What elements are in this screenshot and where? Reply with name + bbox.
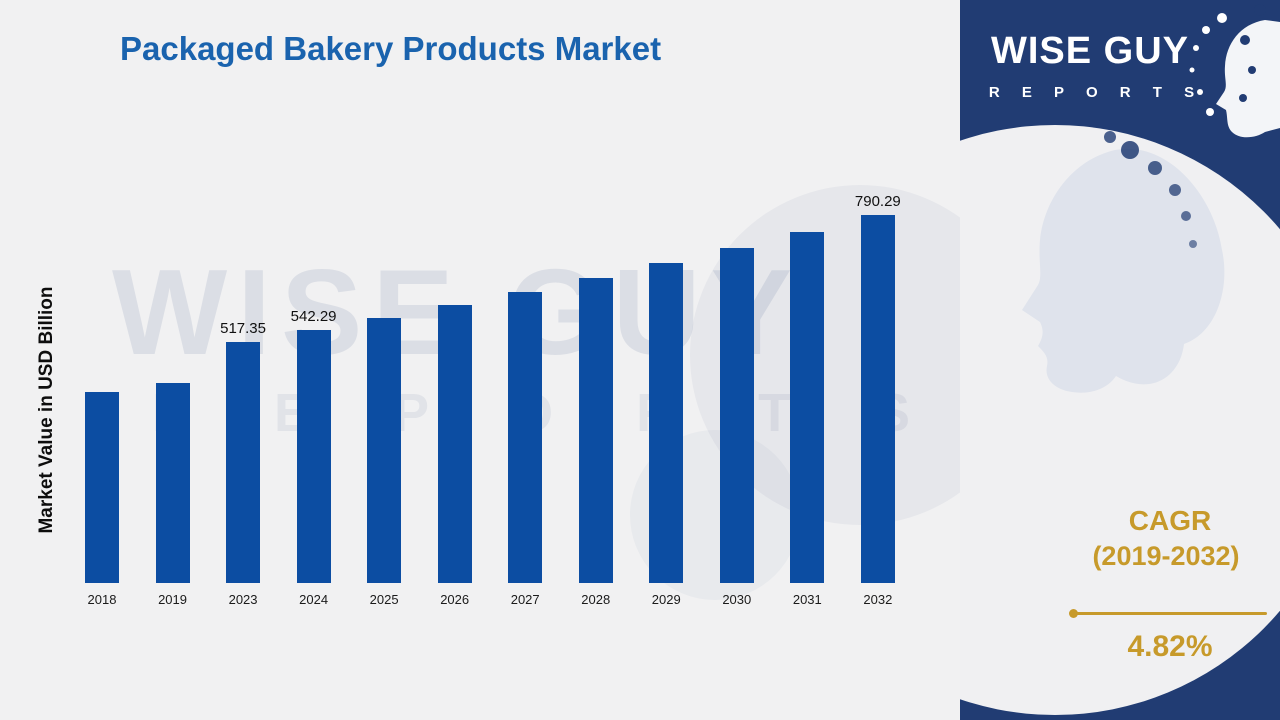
bar-column: 2031 [783,153,831,607]
bar-2032 [860,215,895,583]
bar-area [578,153,613,583]
bar-2027 [508,292,543,583]
bar-2030 [719,248,754,583]
bar-value-label: 542.29 [290,308,337,325]
x-tick-label: 2025 [369,592,399,607]
x-tick-label: 2028 [581,592,611,607]
bar-column: 2030 [713,153,761,607]
x-tick-label: 2027 [510,592,540,607]
cagr-label: CAGR [1128,505,1212,536]
bar-column: 517.35 2023 [219,153,267,607]
cagr-value: 4.82% [1127,630,1213,663]
bar-column: 2029 [642,153,690,607]
bar-2019 [155,383,190,583]
x-tick-label: 2019 [158,592,187,607]
bar-area [790,153,825,583]
brand-panel-art [960,0,1280,720]
brand-logo-name: WISE GUY [990,30,1190,72]
bar-2023 [226,342,261,583]
x-tick-label: 2029 [651,592,681,607]
bar-area [367,153,402,583]
cagr-range: (2019-2032) [1092,541,1240,571]
bar-area [155,153,190,583]
x-tick-label: 2030 [722,592,752,607]
bar-area [85,153,119,583]
bar-area [649,153,684,583]
bar-2029 [649,263,684,583]
bar-chart: 2018 2019 517.35 2023 542.29 2024 2025 2026 2027… [78,153,902,607]
bar-2025 [367,318,402,583]
x-tick-label: 2023 [228,592,258,607]
x-tick-label: 2024 [299,592,329,607]
brand-panel: WISE GUY R E P O R T S CAGR (2019-2032) … [960,0,1280,720]
bar-2024 [296,330,331,583]
bar-value-label: 790.29 [854,193,901,210]
bar-area: 517.35 [220,153,266,583]
y-axis-label: Market Value in USD Billion [36,286,57,534]
bar-area [719,153,754,583]
bar-area: 542.29 [291,153,337,583]
bar-column: 2026 [431,153,479,607]
x-tick-label: 2031 [792,592,822,607]
page-title: Packaged Bakery Products Market [120,30,662,67]
x-tick-label: 2018 [87,592,117,607]
bar-column: 2025 [360,153,408,607]
bar-column: 2027 [501,153,549,607]
bar-column: 790.29 2032 [854,153,902,607]
x-tick-label: 2032 [863,592,893,607]
bar-value-label: 517.35 [220,320,266,337]
bar-column: 2019 [149,153,197,607]
x-tick-label: 2026 [440,592,470,607]
bar-2031 [790,232,825,583]
bar-2026 [437,305,472,583]
bar-2028 [578,278,613,583]
face-silhouette-icon [1022,148,1225,393]
bar-2018 [85,392,119,583]
logo-face-icon [1216,20,1280,138]
brand-logo-sub: R E P O R T S [988,84,1204,101]
bar-area: 790.29 [855,153,901,583]
bar-column: 2018 [78,153,126,607]
bar-area [437,153,472,583]
bar-column: 2028 [572,153,620,607]
cagr-divider-line [1069,609,1267,618]
bar-column: 542.29 2024 [290,153,338,607]
bar-area [508,153,543,583]
